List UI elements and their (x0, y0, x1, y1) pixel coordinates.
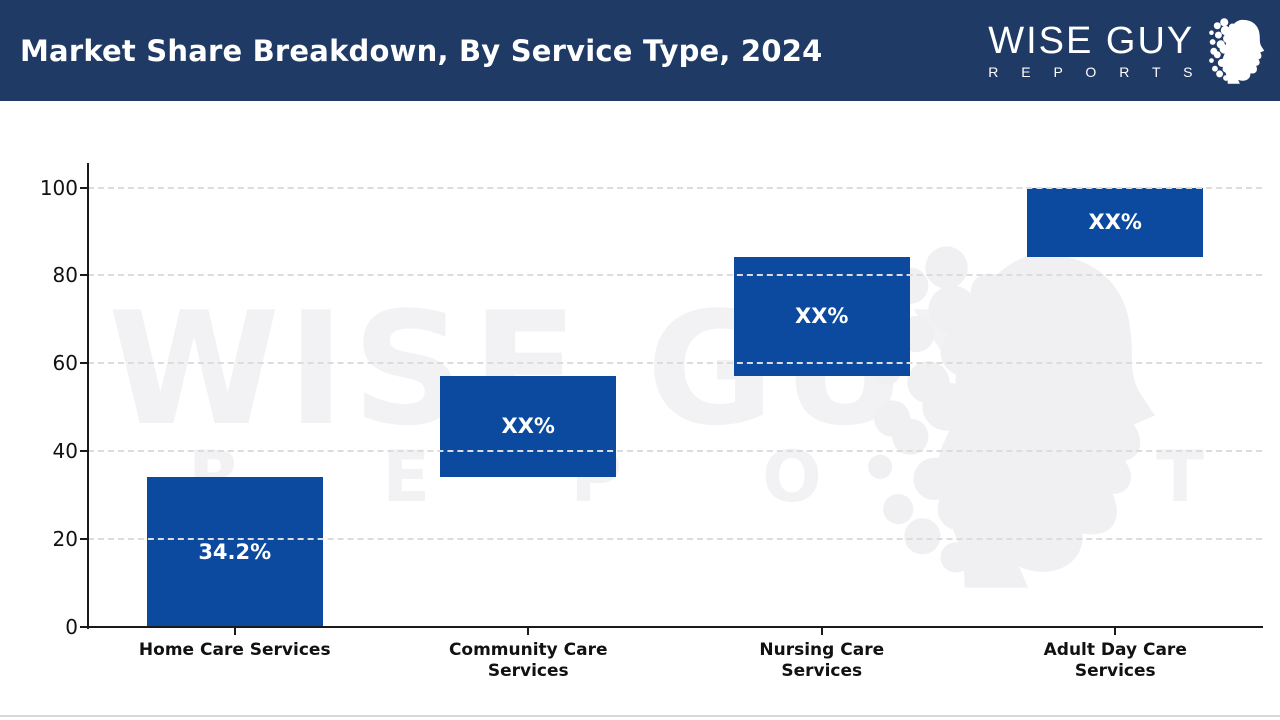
x-category-label: Home Care Services (138, 640, 331, 660)
y-tick-label: 20 (52, 527, 78, 552)
y-tick-mark (80, 626, 88, 628)
x-category-label: Community Care Services (448, 640, 608, 681)
bar-value-label: XX% (795, 304, 849, 329)
bar-segment (733, 256, 910, 376)
x-category-label: Nursing Care Services (759, 640, 885, 681)
gridline (88, 538, 1262, 541)
chart-title: Market Share Breakdown, By Service Type,… (20, 33, 823, 68)
logo-subtext: R E P O R T S (988, 64, 1202, 80)
x-tick-mark (233, 627, 236, 635)
gridline (88, 186, 1262, 189)
gridline (88, 450, 1262, 453)
x-tick-mark (1114, 627, 1117, 635)
y-tick-label: 0 (65, 615, 78, 639)
x-axis-line (87, 626, 1263, 628)
x-category-label: Adult Day Care Services (1043, 640, 1187, 681)
y-tick-mark (80, 362, 88, 365)
y-tick-mark (80, 450, 88, 453)
bar-value-label: 34.2% (198, 539, 272, 564)
bar-segment (440, 375, 617, 477)
x-tick-mark (527, 627, 530, 635)
y-tick-label: 40 (52, 439, 78, 464)
y-tick-mark (80, 538, 88, 541)
y-tick-label: 60 (52, 351, 78, 376)
y-tick-mark (80, 274, 88, 277)
logo-wordmark: WISE GUY (988, 20, 1195, 62)
gridline (88, 274, 1262, 277)
y-axis-line (87, 163, 89, 629)
bar-segment (146, 476, 323, 627)
bar-value-label: XX% (501, 414, 555, 439)
x-tick-mark (820, 627, 823, 635)
wise-guy-logo: WISE GUY R E P O R T S (988, 10, 1280, 92)
bar-value-label: XX% (1088, 210, 1142, 235)
footer-rule (0, 715, 1280, 717)
logo-head-icon (1209, 17, 1265, 84)
bar-segment (1027, 187, 1204, 257)
gridline (88, 362, 1262, 365)
y-tick-label: 80 (52, 263, 78, 288)
y-tick-label: 100 (39, 175, 78, 200)
header: Market Share Breakdown, By Service Type,… (0, 0, 1280, 101)
y-tick-mark (80, 186, 88, 189)
